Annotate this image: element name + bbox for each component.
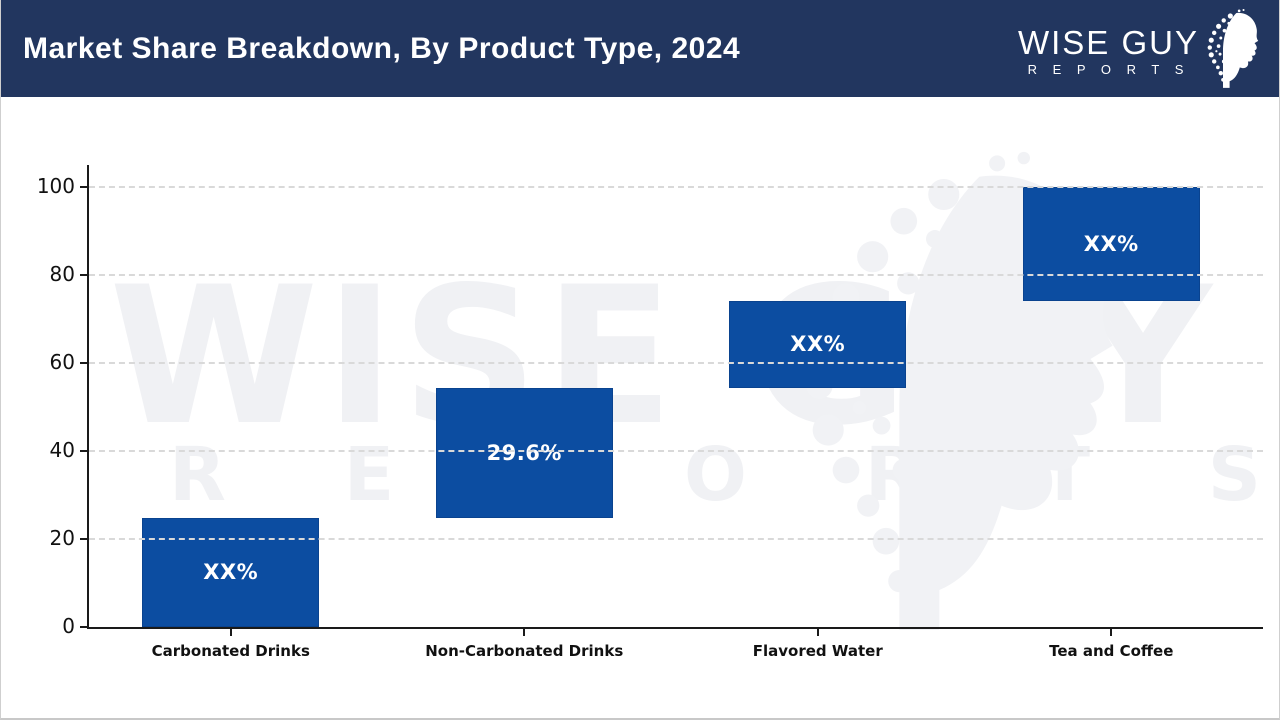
wiseguy-logo-text: WISE GUY R E P O R T S: [1018, 26, 1199, 76]
y-axis-tick-label: 80: [49, 262, 75, 286]
y-axis-tick-mark: [80, 186, 89, 188]
x-axis-tick-mark: [229, 629, 232, 636]
gridline: [89, 362, 1263, 364]
wiseguy-logo: WISE GUY R E P O R T S: [1018, 7, 1267, 91]
wiseguy-head-icon: [1207, 8, 1259, 88]
x-axis-category-label: Flavored Water: [752, 642, 883, 660]
y-axis-tick-mark: [80, 538, 89, 540]
gridline: [89, 186, 1263, 188]
gridline: [89, 538, 1263, 540]
y-axis-tick-label: 40: [49, 438, 75, 462]
y-axis-tick-mark: [80, 274, 89, 276]
bar-value-label: XX%: [1083, 231, 1139, 256]
header-bar: Market Share Breakdown, By Product Type,…: [1, 0, 1279, 97]
y-axis-tick-mark: [80, 450, 89, 452]
y-axis-line: [87, 165, 89, 629]
y-axis-tick-mark: [80, 626, 89, 628]
logo-wordmark: WISE GUY: [1017, 23, 1199, 61]
bar-value-label: XX%: [790, 332, 846, 357]
y-axis-tick-label: 20: [49, 526, 75, 550]
logo-subtitle: R E P O R T S: [1027, 61, 1190, 77]
x-axis-tick-mark: [1110, 629, 1113, 636]
y-axis-tick-label: 100: [36, 174, 75, 198]
bar-value-label: XX%: [203, 560, 259, 585]
chart-title: Market Share Breakdown, By Product Type,…: [23, 31, 741, 65]
x-axis-line: [87, 627, 1263, 629]
x-axis-tick-mark: [523, 629, 526, 636]
waterfall-bar: XX%: [142, 517, 320, 627]
waterfall-bar: XX%: [729, 300, 907, 388]
waterfall-bar: 29.6%: [435, 387, 613, 518]
gridline: [89, 450, 1263, 452]
x-axis-tick-mark: [816, 629, 819, 636]
x-axis-category-label: Tea and Coffee: [1049, 642, 1174, 660]
gridline: [89, 274, 1263, 276]
waterfall-bar: XX%: [1022, 187, 1200, 301]
y-axis-tick-label: 60: [49, 350, 75, 374]
y-axis-tick-label: 0: [62, 614, 75, 638]
y-axis-tick-mark: [80, 362, 89, 364]
x-axis-category-label: Carbonated Drinks: [151, 642, 310, 660]
x-axis-category-label: Non-Carbonated Drinks: [425, 642, 624, 660]
bar-value-label: 29.6%: [486, 440, 562, 465]
